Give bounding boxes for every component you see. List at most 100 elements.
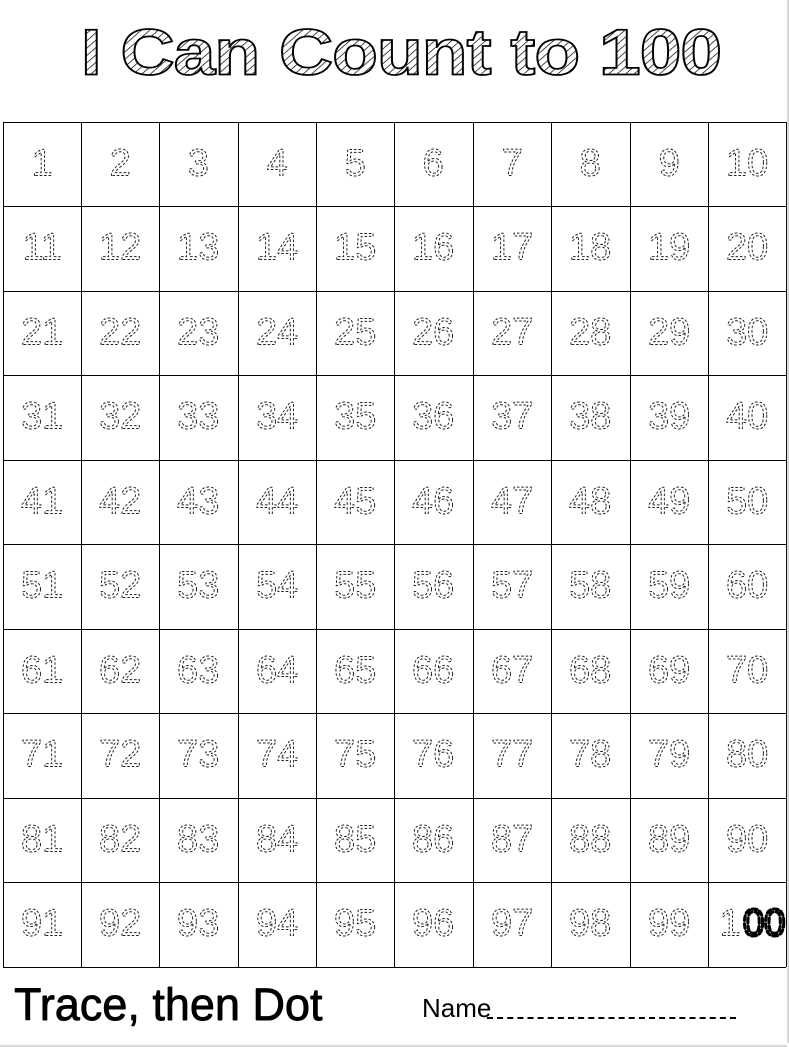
svg-text:84: 84 (256, 819, 298, 861)
svg-text:20: 20 (726, 227, 768, 269)
svg-text:45: 45 (334, 480, 376, 522)
svg-text:67: 67 (491, 649, 533, 691)
svg-text:47: 47 (491, 480, 533, 522)
svg-text:34: 34 (256, 396, 298, 438)
svg-text:46: 46 (412, 480, 454, 522)
svg-text:68: 68 (569, 649, 611, 691)
svg-text:60: 60 (726, 565, 768, 607)
svg-text:1: 1 (720, 903, 741, 945)
svg-text:57: 57 (491, 565, 533, 607)
svg-text:96: 96 (412, 903, 454, 945)
svg-text:4: 4 (266, 142, 287, 184)
svg-text:53: 53 (177, 565, 219, 607)
svg-text:42: 42 (99, 480, 141, 522)
svg-text:50: 50 (726, 480, 768, 522)
svg-text:65: 65 (334, 649, 376, 691)
svg-text:19: 19 (648, 227, 690, 269)
svg-text:89: 89 (648, 819, 690, 861)
svg-text:29: 29 (648, 311, 690, 353)
svg-text:28: 28 (569, 311, 611, 353)
svg-text:66: 66 (412, 649, 454, 691)
svg-text:73: 73 (177, 734, 219, 776)
svg-text:43: 43 (177, 480, 219, 522)
svg-text:00: 00 (743, 903, 785, 945)
svg-text:70: 70 (726, 649, 768, 691)
svg-text:21: 21 (21, 311, 63, 353)
svg-text:61: 61 (21, 649, 63, 691)
svg-text:58: 58 (569, 565, 611, 607)
svg-text:75: 75 (334, 734, 376, 776)
svg-text:11: 11 (22, 227, 61, 269)
svg-text:79: 79 (648, 734, 690, 776)
svg-text:90: 90 (726, 819, 768, 861)
svg-text:37: 37 (491, 396, 533, 438)
svg-text:64: 64 (256, 649, 298, 691)
svg-text:5: 5 (345, 142, 366, 184)
svg-text:95: 95 (334, 903, 376, 945)
svg-text:16: 16 (412, 227, 454, 269)
svg-text:14: 14 (256, 227, 298, 269)
svg-text:I Can Count to 100: I Can Count to 100 (81, 15, 721, 88)
svg-text:17: 17 (491, 227, 533, 269)
svg-text:86: 86 (412, 819, 454, 861)
svg-text:33: 33 (177, 396, 219, 438)
svg-text:13: 13 (177, 227, 219, 269)
svg-text:27: 27 (491, 311, 533, 353)
svg-text:59: 59 (648, 565, 690, 607)
svg-text:72: 72 (99, 734, 141, 776)
svg-text:9: 9 (658, 142, 679, 184)
svg-text:48: 48 (569, 480, 611, 522)
svg-text:99: 99 (648, 903, 690, 945)
svg-text:78: 78 (569, 734, 611, 776)
svg-text:52: 52 (99, 565, 141, 607)
svg-text:62: 62 (99, 649, 141, 691)
svg-text:26: 26 (412, 311, 454, 353)
svg-text:30: 30 (726, 311, 768, 353)
svg-text:23: 23 (177, 311, 219, 353)
svg-text:24: 24 (256, 311, 298, 353)
svg-text:92: 92 (99, 903, 141, 945)
svg-text:25: 25 (334, 311, 376, 353)
svg-text:81: 81 (21, 819, 63, 861)
svg-text:97: 97 (491, 903, 533, 945)
svg-text:1: 1 (31, 142, 52, 184)
svg-text:71: 71 (21, 734, 63, 776)
svg-text:35: 35 (334, 396, 376, 438)
svg-text:93: 93 (177, 903, 219, 945)
svg-text:49: 49 (648, 480, 690, 522)
svg-text:88: 88 (569, 819, 611, 861)
svg-text:82: 82 (99, 819, 141, 861)
svg-text:54: 54 (256, 565, 298, 607)
svg-text:69: 69 (648, 649, 690, 691)
svg-text:2: 2 (109, 142, 130, 184)
svg-text:36: 36 (412, 396, 454, 438)
svg-text:40: 40 (726, 396, 768, 438)
svg-text:98: 98 (569, 903, 611, 945)
svg-text:41: 41 (21, 480, 63, 522)
svg-text:3: 3 (188, 142, 209, 184)
svg-text:6: 6 (423, 142, 444, 184)
svg-text:56: 56 (412, 565, 454, 607)
svg-text:15: 15 (334, 227, 376, 269)
svg-text:38: 38 (569, 396, 611, 438)
svg-text:94: 94 (256, 903, 298, 945)
svg-text:63: 63 (177, 649, 219, 691)
svg-text:12: 12 (99, 227, 141, 269)
svg-text:55: 55 (334, 565, 376, 607)
svg-text:83: 83 (177, 819, 219, 861)
svg-text:44: 44 (256, 480, 298, 522)
svg-text:51: 51 (21, 565, 63, 607)
svg-text:7: 7 (501, 142, 522, 184)
svg-text:76: 76 (412, 734, 454, 776)
svg-text:87: 87 (491, 819, 533, 861)
svg-text:10: 10 (726, 142, 768, 184)
svg-text:91: 91 (21, 903, 63, 945)
svg-text:32: 32 (99, 396, 141, 438)
svg-text:8: 8 (580, 142, 601, 184)
svg-text:22: 22 (99, 311, 141, 353)
svg-text:77: 77 (491, 734, 533, 776)
svg-text:18: 18 (569, 227, 611, 269)
svg-text:80: 80 (726, 734, 768, 776)
svg-text:31: 31 (21, 396, 63, 438)
svg-text:85: 85 (334, 819, 376, 861)
